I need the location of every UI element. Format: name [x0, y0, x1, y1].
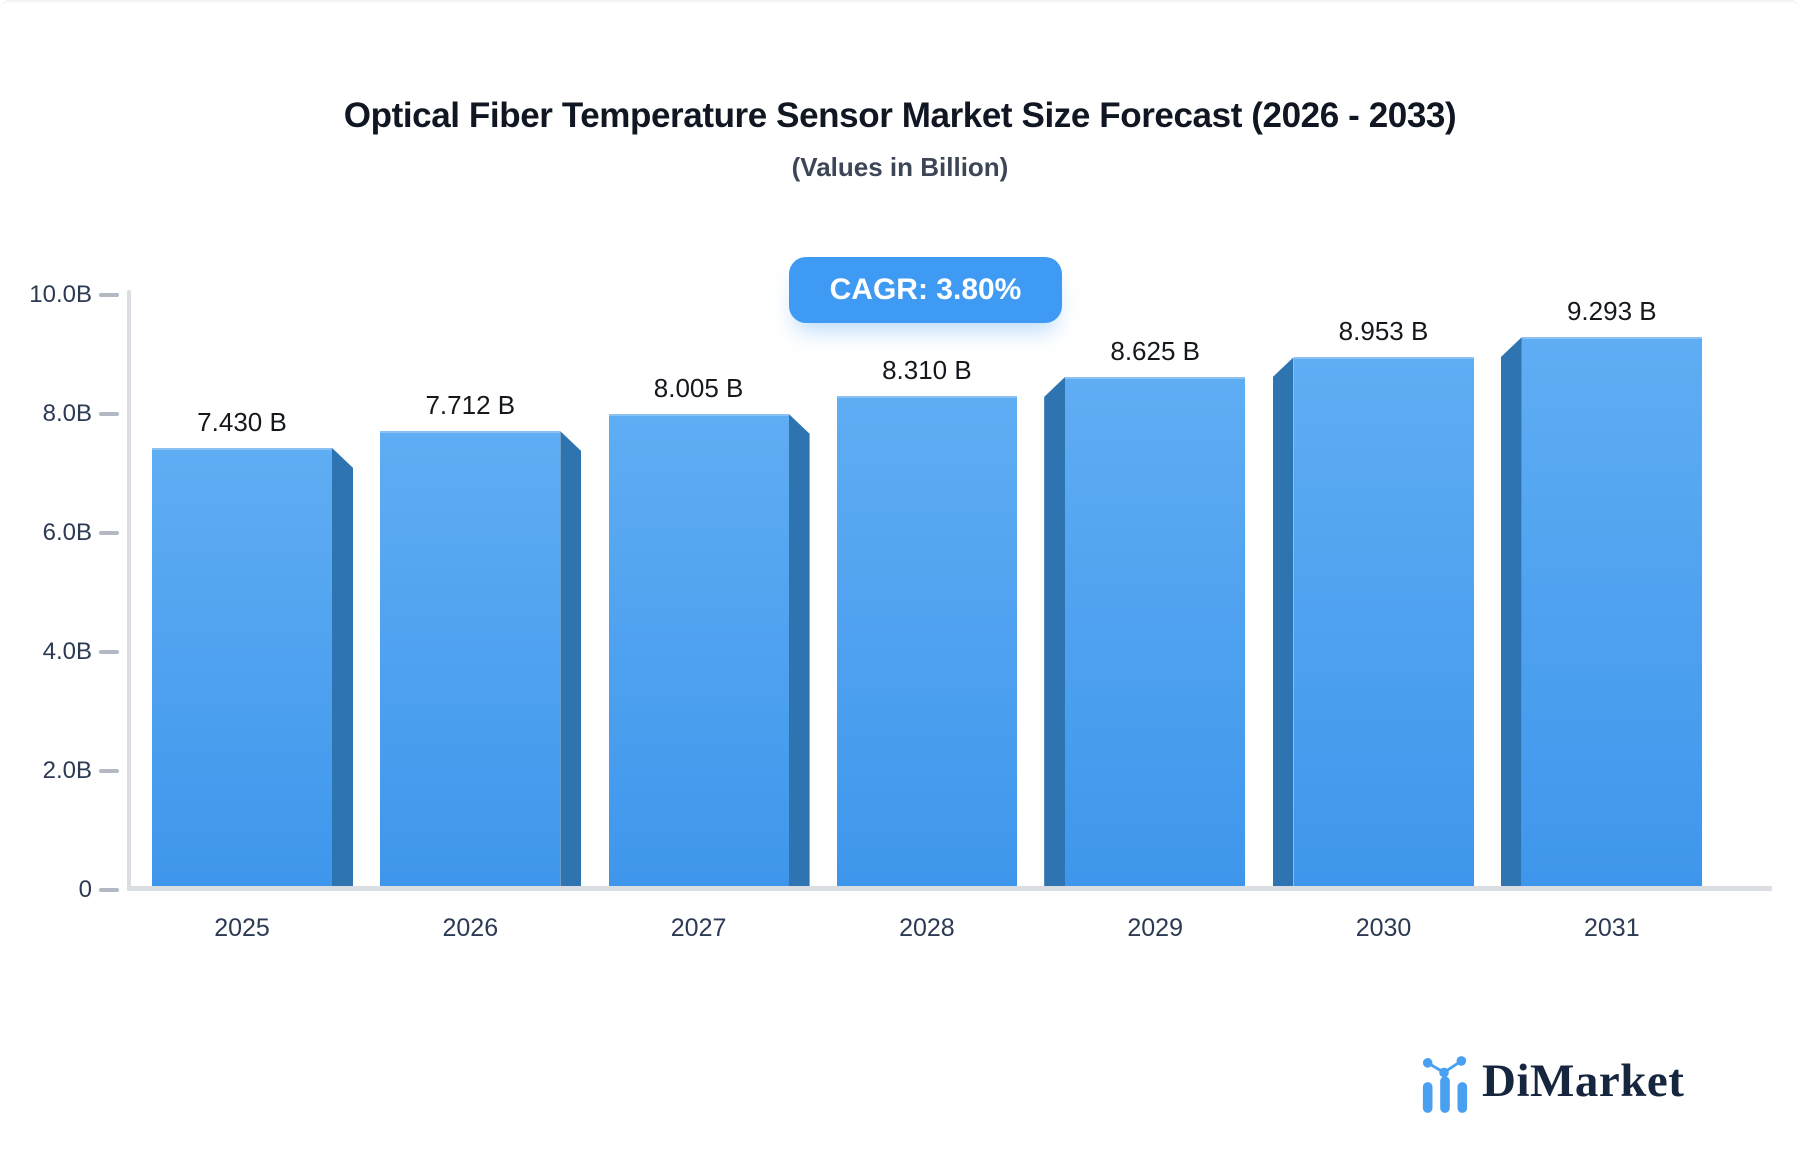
bar-2025 [152, 447, 332, 890]
y-tick-dash [99, 650, 119, 654]
bar-side-2030 [1272, 357, 1294, 890]
y-tick-dash [99, 888, 119, 892]
bar-side-2027 [788, 413, 810, 890]
y-tick-dash [99, 769, 119, 773]
y-tick-label: 8.0B [42, 400, 92, 427]
bar-side-2026 [560, 431, 582, 890]
y-tick-label: 6.0B [42, 519, 92, 546]
y-tick-dash [99, 293, 119, 297]
x-tick-label-2027: 2027 [670, 914, 727, 942]
bar-2031 [1521, 337, 1702, 890]
cagr-badge: CAGR: 3.80% [789, 257, 1062, 323]
bar-side-2031 [1500, 337, 1522, 890]
bar-value-label-2028: 8.310 B [882, 354, 972, 385]
chart-title: Optical Fiber Temperature Sensor Market … [343, 96, 1457, 135]
bar-value-label-2030: 8.953 B [1338, 316, 1429, 347]
x-tick-label-2028: 2028 [899, 914, 955, 942]
bar-value-label-2029: 8.625 B [1110, 335, 1201, 366]
x-tick-label-2030: 2030 [1355, 914, 1412, 942]
y-tick-label: 4.0B [42, 638, 92, 665]
chart-subtitle: (Values in Billion) [791, 152, 1009, 182]
y-tick-label: 0 [78, 876, 92, 903]
logo-text: DiMarket [1482, 1055, 1685, 1107]
x-tick-label-2026: 2026 [442, 914, 499, 942]
bar-2026 [380, 431, 561, 890]
bar-value-label-2026: 7.712 B [425, 390, 516, 421]
bar-value-label-2031: 9.293 B [1566, 296, 1657, 327]
x-tick-label-2025: 2025 [214, 914, 270, 942]
y-tick-label: 10.0B [29, 281, 92, 308]
y-tick-dash [99, 412, 119, 416]
y-axis-line [127, 290, 131, 890]
y-tick-dash [99, 531, 119, 535]
bar-chart-trend-icon [1422, 1056, 1468, 1113]
x-axis-baseline [127, 886, 1772, 891]
bar-value-label-2025: 7.430 B [197, 406, 287, 437]
bar-2027 [608, 413, 789, 890]
x-tick-label-2031: 2031 [1583, 914, 1640, 942]
x-tick-label-2029: 2029 [1127, 914, 1183, 942]
bar-2028 [836, 395, 1017, 890]
bar-2029 [1065, 376, 1246, 890]
bar-side-2025 [332, 447, 353, 890]
bar-2030 [1293, 357, 1474, 890]
bar-value-label-2027: 8.005 B [653, 372, 744, 403]
bar-side-2029 [1044, 376, 1066, 890]
chart-header: Optical Fiber Temperature Sensor Market … [0, 96, 1800, 183]
y-tick-label: 2.0B [42, 757, 92, 784]
dimarket-logo: DiMarket [1420, 1042, 1684, 1120]
